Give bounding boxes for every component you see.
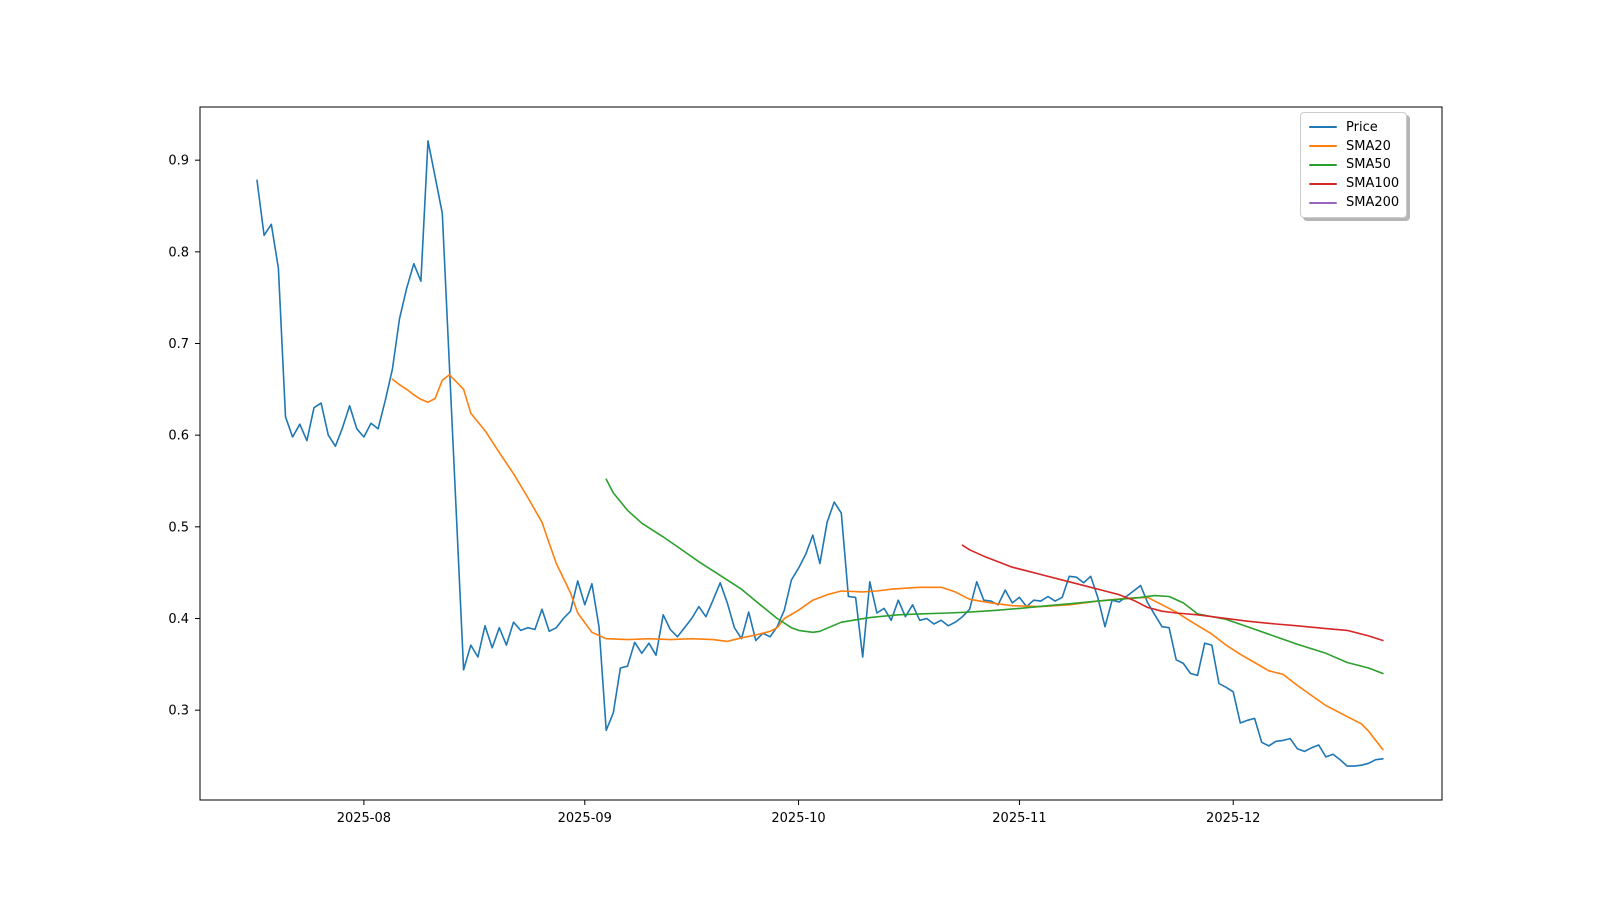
y-tick-label: 0.9 bbox=[168, 154, 189, 169]
sma20-line-swatch bbox=[1309, 145, 1337, 148]
legend-entry-sma100: SMA100 bbox=[1307, 174, 1400, 193]
sma100-line-swatch bbox=[1309, 182, 1337, 185]
sma50-line-swatch bbox=[1309, 163, 1337, 166]
legend-label-sma100: SMA100 bbox=[1346, 176, 1400, 192]
legend-entry-sma50: SMA50 bbox=[1307, 156, 1400, 175]
y-tick-label: 0.3 bbox=[168, 704, 189, 719]
legend-entry-sma200: SMA200 bbox=[1307, 193, 1400, 212]
x-tick-label: 2025-10 bbox=[771, 811, 825, 826]
legend-label-sma20: SMA20 bbox=[1346, 138, 1391, 154]
x-tick-label: 2025-11 bbox=[992, 811, 1046, 826]
legend-entry-price: Price bbox=[1307, 118, 1400, 137]
legend-label-price: Price bbox=[1346, 119, 1378, 135]
series-line-sma20 bbox=[391, 373, 1384, 751]
y-tick-label: 0.7 bbox=[168, 337, 189, 352]
sma200-line-swatch bbox=[1309, 201, 1337, 204]
series-line-sma50 bbox=[605, 478, 1384, 675]
plot-border bbox=[199, 106, 1443, 801]
x-tick-label: 2025-08 bbox=[337, 811, 391, 826]
series-line-sma100 bbox=[961, 544, 1384, 642]
x-tick-label: 2025-12 bbox=[1206, 811, 1260, 826]
series-line-price bbox=[256, 140, 1384, 767]
legend: Price SMA20 SMA50 SMA100 SMA200 bbox=[1300, 112, 1407, 218]
legend-label-sma50: SMA50 bbox=[1346, 157, 1391, 173]
legend-label-sma200: SMA200 bbox=[1346, 195, 1400, 211]
legend-entry-sma20: SMA20 bbox=[1307, 137, 1400, 156]
price-line-swatch bbox=[1309, 126, 1337, 129]
y-tick-label: 0.8 bbox=[168, 245, 189, 260]
y-tick-label: 0.6 bbox=[168, 429, 189, 444]
x-tick-label: 2025-09 bbox=[558, 811, 612, 826]
y-tick-label: 0.5 bbox=[168, 520, 189, 535]
y-tick-label: 0.4 bbox=[168, 612, 189, 627]
